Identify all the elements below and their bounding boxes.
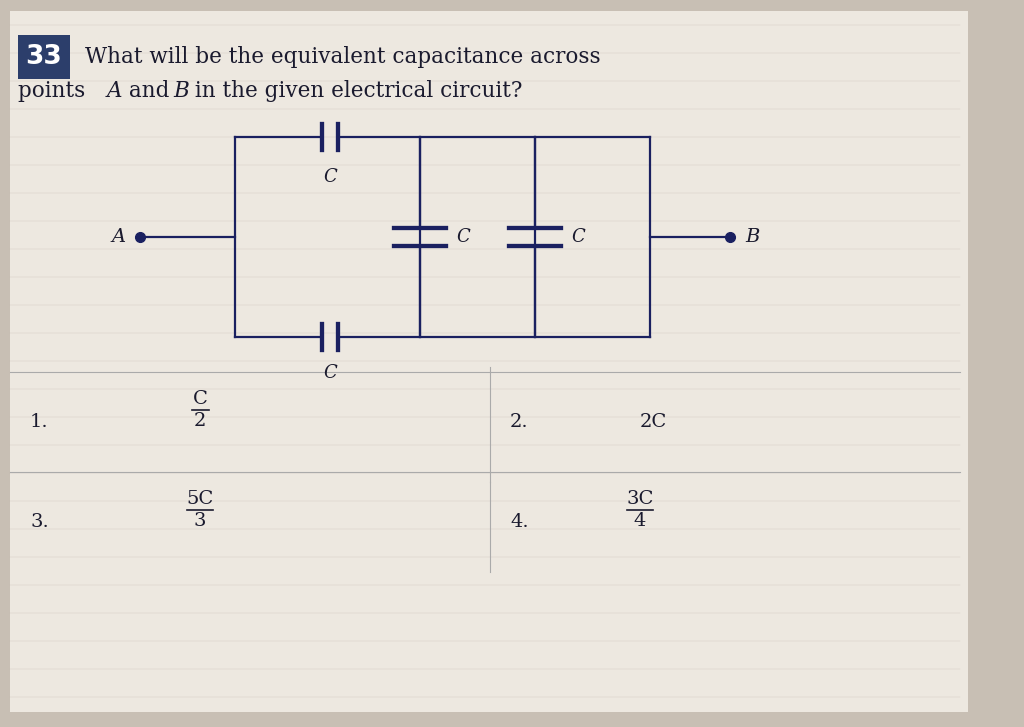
Text: A: A <box>106 80 123 102</box>
Text: What will be the equivalent capacitance across: What will be the equivalent capacitance … <box>85 46 601 68</box>
Text: C: C <box>324 168 337 186</box>
Text: 4.: 4. <box>510 513 528 531</box>
Text: 2.: 2. <box>510 413 528 431</box>
Text: 3: 3 <box>194 512 206 530</box>
Text: 33: 33 <box>26 44 62 70</box>
Text: points: points <box>18 80 92 102</box>
FancyBboxPatch shape <box>18 35 70 79</box>
Text: C: C <box>456 228 470 246</box>
Text: 2C: 2C <box>640 413 668 431</box>
Text: C: C <box>571 228 585 246</box>
Text: B: B <box>173 80 188 102</box>
Text: in the given electrical circuit?: in the given electrical circuit? <box>188 80 522 102</box>
Text: 3C: 3C <box>627 490 653 508</box>
Text: 2: 2 <box>194 412 206 430</box>
Text: 4: 4 <box>634 512 646 530</box>
Text: A: A <box>112 228 126 246</box>
Text: C: C <box>193 390 208 408</box>
Text: and: and <box>122 80 176 102</box>
Text: 3.: 3. <box>30 513 49 531</box>
Text: C: C <box>324 364 337 382</box>
Text: B: B <box>745 228 760 246</box>
Text: 5C: 5C <box>186 490 214 508</box>
Text: 1.: 1. <box>30 413 48 431</box>
